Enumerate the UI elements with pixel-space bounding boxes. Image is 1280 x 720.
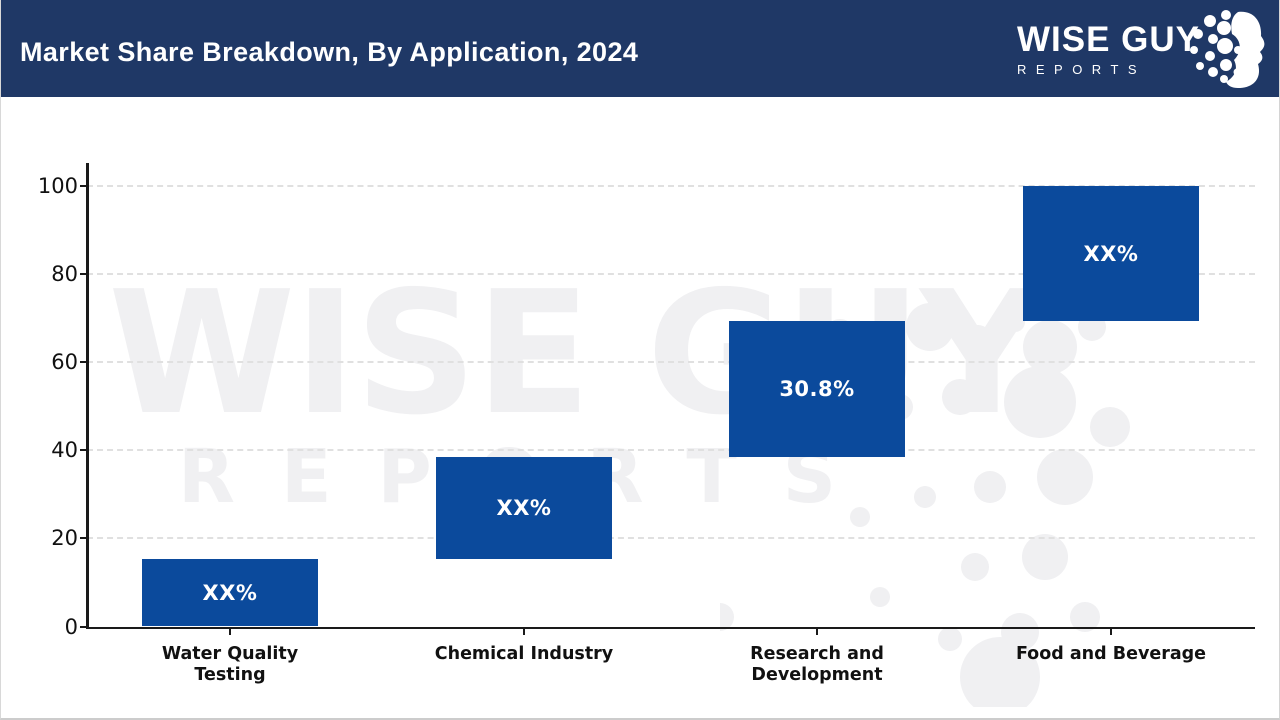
bar-food-and-beverage: XX% (1023, 186, 1199, 322)
y-tick-label-40: 40 (51, 438, 78, 463)
y-tick-label-20: 20 (51, 526, 78, 551)
y-tick-label-0: 0 (64, 614, 78, 639)
y-tick-label-80: 80 (51, 262, 78, 287)
x-category-label-chemical-industry: Chemical Industry (384, 644, 664, 665)
gridline-60 (87, 361, 1255, 364)
y-tick-20 (80, 537, 87, 540)
bar-value-label-chemical-industry: XX% (496, 495, 552, 520)
bar-chemical-industry: XX% (436, 456, 612, 559)
x-tick-water-quality-testing (229, 628, 231, 635)
x-category-label-food-and-beverage: Food and Beverage (971, 644, 1251, 665)
x-category-label-line: Food and Beverage (1015, 644, 1207, 664)
x-category-label-line: Water Quality (161, 644, 299, 664)
x-tick-research-and-development (816, 628, 818, 635)
x-category-label-line: Development (751, 665, 883, 685)
bar-value-label-research-and-development: 30.8% (779, 377, 855, 402)
logo-face-icon (1190, 9, 1265, 88)
bar-value-label-food-and-beverage: XX% (1083, 241, 1139, 266)
logo-tagline: REPORTS (1016, 61, 1147, 77)
header: Market Share Breakdown, By Application, … (0, 0, 1280, 97)
y-tick-100 (80, 185, 87, 188)
bar-value-label-water-quality-testing: XX% (202, 580, 258, 605)
y-tick-label-60: 60 (51, 350, 78, 375)
logo-wordmark: WISE GUY (1016, 19, 1200, 59)
gridline-80 (87, 273, 1255, 276)
x-tick-food-and-beverage (1110, 628, 1112, 635)
y-tick-label-100: 100 (37, 174, 78, 199)
bar-research-and-development: 30.8% (729, 321, 905, 457)
y-axis-line (86, 163, 89, 629)
y-tick-60 (80, 361, 87, 364)
y-tick-80 (80, 273, 87, 276)
y-tick-40 (80, 449, 87, 452)
gridline-20 (87, 537, 1255, 540)
x-category-label-water-quality-testing: Water Quality Testing (90, 644, 370, 686)
bar-water-quality-testing: XX% (142, 558, 318, 627)
x-category-label-line: Testing (194, 665, 266, 685)
y-tick-0 (80, 625, 87, 628)
x-category-label-research-and-development: Research and Development (677, 644, 957, 686)
x-axis-line (86, 626, 1255, 629)
brand-logo: WISE GUY REPORTS (1017, 6, 1266, 92)
x-category-label-line: Research and (750, 644, 884, 664)
gridline-100 (87, 185, 1255, 188)
gridline-40 (87, 449, 1255, 452)
x-tick-chemical-industry (523, 628, 525, 635)
page-title: Market Share Breakdown, By Application, … (20, 37, 639, 67)
x-category-label-line: Chemical Industry (434, 644, 614, 664)
